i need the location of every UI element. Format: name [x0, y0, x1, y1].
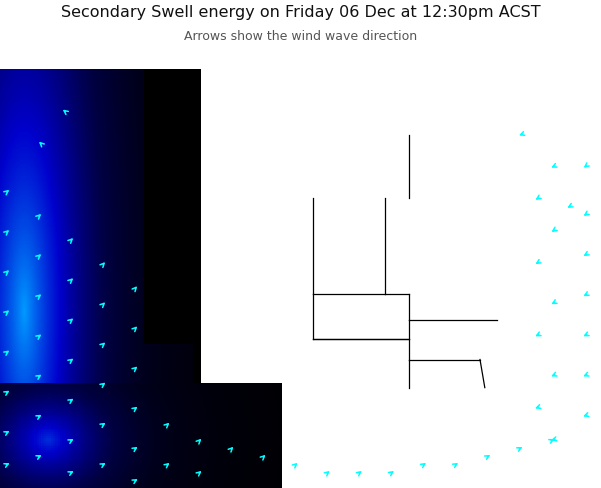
Text: Arrows show the wind wave direction: Arrows show the wind wave direction	[184, 30, 417, 42]
Text: Secondary Swell energy on Friday 06 Dec at 12:30pm ACST: Secondary Swell energy on Friday 06 Dec …	[61, 5, 540, 20]
